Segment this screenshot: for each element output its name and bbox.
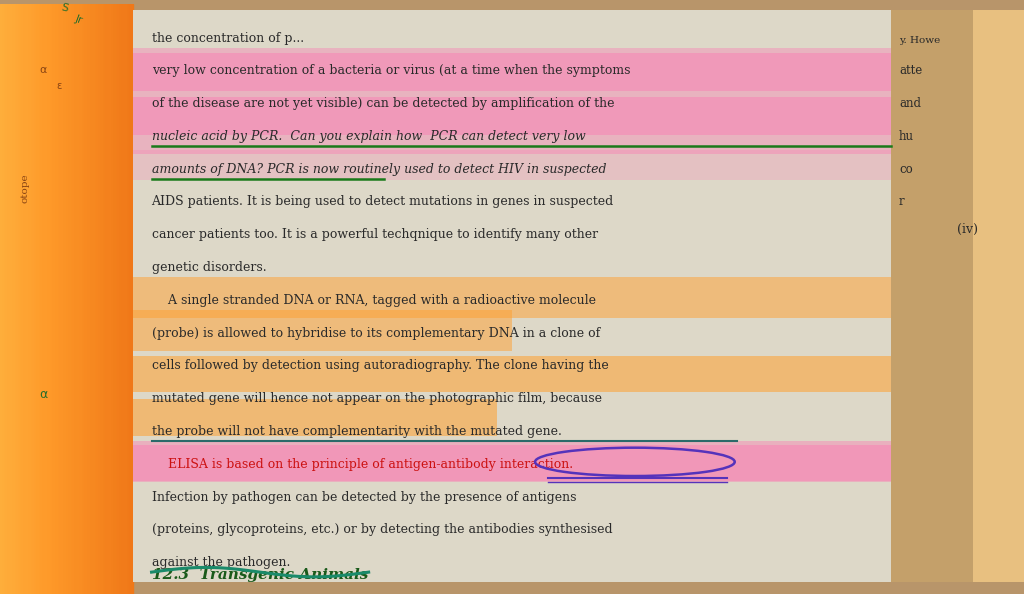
Text: the concentration of p...: the concentration of p... [152, 31, 304, 45]
Bar [50, 4, 53, 594]
Bar [70, 4, 72, 594]
Text: r: r [899, 195, 904, 208]
Text: (probe) is allowed to hybridise to its complementary DNA in a clone of: (probe) is allowed to hybridise to its c… [152, 327, 600, 340]
Text: AIDS patients. It is being used to detect mutations in genes in suspected: AIDS patients. It is being used to detec… [152, 195, 613, 208]
Bar [37, 4, 40, 594]
Text: genetic disorders.: genetic disorders. [152, 261, 266, 274]
Text: nucleic acid by PCR.  Can you explain how  PCR can detect very low: nucleic acid by PCR. Can you explain how… [152, 130, 586, 143]
Bar [101, 4, 103, 594]
Bar [27, 4, 30, 594]
Bar [123, 4, 125, 594]
Bar [103, 4, 106, 594]
Bar [133, 310, 512, 350]
Text: Jr: Jr [74, 14, 84, 26]
Bar [133, 53, 891, 91]
Bar [61, 4, 63, 594]
Text: and: and [899, 97, 921, 110]
Bar [0, 4, 3, 594]
Bar [133, 10, 891, 582]
Bar [133, 48, 891, 154]
Text: y. Howe: y. Howe [899, 36, 940, 45]
Bar [133, 446, 891, 481]
Bar [22, 4, 24, 594]
Bar [48, 4, 50, 594]
Bar [120, 4, 123, 594]
Text: mutated gene will hence not appear on the photographic film, because: mutated gene will hence not appear on th… [152, 392, 601, 405]
Bar [133, 399, 497, 436]
Bar [24, 4, 27, 594]
Bar [133, 97, 891, 135]
Text: ε: ε [56, 81, 61, 91]
Bar [16, 4, 18, 594]
Bar [75, 4, 77, 594]
Bar [56, 4, 58, 594]
Text: of the disease are not yet visible) can be detected by amplification of the: of the disease are not yet visible) can … [152, 97, 614, 110]
Bar [106, 4, 110, 594]
Text: amounts of DNA? PCR is now routinely used to detect HIV in suspected: amounts of DNA? PCR is now routinely use… [152, 163, 606, 176]
Bar [13, 4, 16, 594]
Bar [10, 4, 13, 594]
Bar [90, 4, 93, 594]
Text: S: S [59, 2, 69, 14]
Text: co: co [899, 163, 912, 176]
Bar [133, 150, 891, 179]
Bar [115, 4, 117, 594]
Bar [117, 4, 120, 594]
Bar [133, 356, 891, 392]
Text: (iv): (iv) [957, 223, 979, 236]
Bar [53, 4, 56, 594]
Bar [110, 4, 112, 594]
Bar [63, 4, 67, 594]
Text: Infection by pathogen can be detected by the presence of antigens: Infection by pathogen can be detected by… [152, 491, 577, 504]
Bar [8, 4, 10, 594]
Bar [125, 4, 128, 594]
Bar [43, 4, 45, 594]
Text: (proteins, glycoproteins, etc.) or by detecting the antibodies synthesised: (proteins, glycoproteins, etc.) or by de… [152, 523, 612, 536]
Text: hu: hu [899, 130, 914, 143]
Bar [133, 277, 891, 318]
Bar [85, 4, 88, 594]
Bar [67, 4, 70, 594]
Bar [18, 4, 22, 594]
Bar [5, 4, 8, 594]
Text: α: α [39, 388, 47, 401]
Bar [98, 4, 101, 594]
Bar [32, 4, 35, 594]
Bar [973, 10, 1024, 582]
Text: otope: otope [20, 173, 30, 203]
Bar [40, 4, 43, 594]
Bar [88, 4, 90, 594]
Bar [93, 4, 96, 594]
Bar [58, 4, 61, 594]
Bar [128, 4, 130, 594]
Text: ELISA is based on the principle of antigen-antibody interaction.: ELISA is based on the principle of antig… [152, 458, 572, 471]
Bar [130, 4, 133, 594]
Text: the probe will not have complementarity with the mutated gene.: the probe will not have complementarity … [152, 425, 561, 438]
Bar [30, 4, 32, 594]
Bar [45, 4, 48, 594]
Text: A single stranded DNA or RNA, tagged with a radioactive molecule: A single stranded DNA or RNA, tagged wit… [152, 294, 596, 307]
Bar [80, 4, 83, 594]
Bar [96, 4, 98, 594]
Text: cells followed by detection using autoradiography. The clone having the: cells followed by detection using autora… [152, 359, 608, 372]
Text: very low concentration of a bacteria or virus (at a time when the symptoms: very low concentration of a bacteria or … [152, 64, 630, 77]
Bar [72, 4, 75, 594]
Text: atte: atte [899, 64, 923, 77]
Bar [891, 10, 1024, 582]
Bar [35, 4, 37, 594]
Bar [112, 4, 115, 594]
Bar [3, 4, 5, 594]
Text: α: α [39, 65, 46, 75]
Text: 12.3  Transgenic Animals: 12.3 Transgenic Animals [152, 568, 368, 582]
Text: cancer patients too. It is a powerful techqnique to identify many other: cancer patients too. It is a powerful te… [152, 228, 598, 241]
Bar [133, 441, 891, 482]
Bar [83, 4, 85, 594]
Bar [77, 4, 80, 594]
Text: against the pathogen.: against the pathogen. [152, 556, 290, 569]
